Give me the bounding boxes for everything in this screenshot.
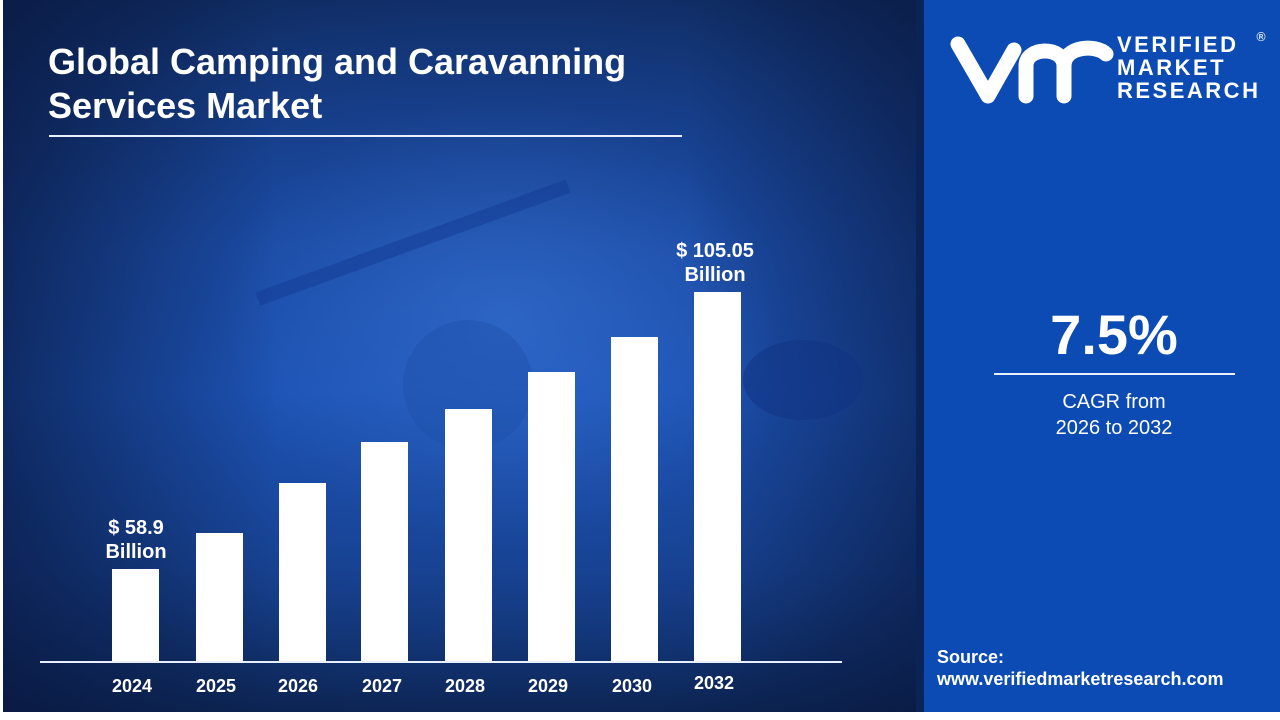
x-tick-label: 2027	[361, 676, 403, 696]
brand-name-line-1: VERIFIED	[1117, 32, 1239, 57]
bar-2027	[361, 442, 408, 661]
chart-title: Global Camping and Caravanning Services …	[48, 40, 728, 128]
x-tick-label: 2029	[527, 676, 569, 696]
x-tick-label: 2028	[444, 676, 486, 696]
source-note: Source: www.verifiedmarketresearch.com	[937, 646, 1223, 690]
bar-2025	[196, 533, 243, 661]
registered-mark: ®	[1255, 30, 1267, 44]
title-line-2: Services Market	[48, 85, 323, 126]
bar-2032	[694, 292, 741, 661]
x-tick-label: 2025	[195, 676, 237, 696]
source-label: Source:	[937, 647, 1005, 667]
bar-2028	[445, 409, 492, 661]
vmr-logo-icon	[950, 36, 1114, 104]
summary-panel	[916, 0, 1280, 712]
cagr-label-line-2: 2026 to 2032	[1055, 417, 1173, 439]
cagr-label: CAGR from 2026 to 2032	[994, 389, 1234, 441]
cagr-value: 7.5%	[1050, 303, 1178, 366]
annotation-2024-unit: Billion	[105, 541, 167, 563]
annotation-2024: $ 58.9 Billion	[66, 516, 206, 564]
cagr-divider	[994, 373, 1235, 375]
annotation-2032: $ 105.05 Billion	[645, 239, 785, 287]
brand-name-line-2: MARKET	[1117, 55, 1227, 80]
title-line-1: Global Camping and Caravanning	[48, 41, 627, 82]
x-tick-label: 2026	[277, 676, 319, 696]
title-divider	[49, 135, 682, 137]
annotation-2024-value: $ 58.9	[108, 517, 164, 539]
background-ruler-decoration	[255, 179, 571, 306]
annotation-2032-unit: Billion	[684, 264, 746, 286]
brand-name-line-3: RESEARCH	[1117, 78, 1261, 103]
background-glasses-decoration	[743, 340, 863, 420]
x-axis-line	[40, 661, 842, 663]
x-tick-label: 2030	[611, 676, 653, 696]
bar-2029	[528, 372, 575, 661]
bar-2030	[611, 337, 658, 661]
source-url[interactable]: www.verifiedmarketresearch.com	[937, 669, 1224, 689]
x-tick-label: 2032	[693, 673, 735, 693]
cagr-label-line-1: CAGR from	[1062, 391, 1166, 413]
x-tick-label: 2024	[111, 676, 153, 696]
bar-2024	[112, 569, 159, 661]
brand-name: VERIFIED MARKET RESEARCH	[1117, 33, 1260, 102]
annotation-2032-value: $ 105.05	[676, 240, 754, 262]
bar-2026	[279, 483, 326, 661]
